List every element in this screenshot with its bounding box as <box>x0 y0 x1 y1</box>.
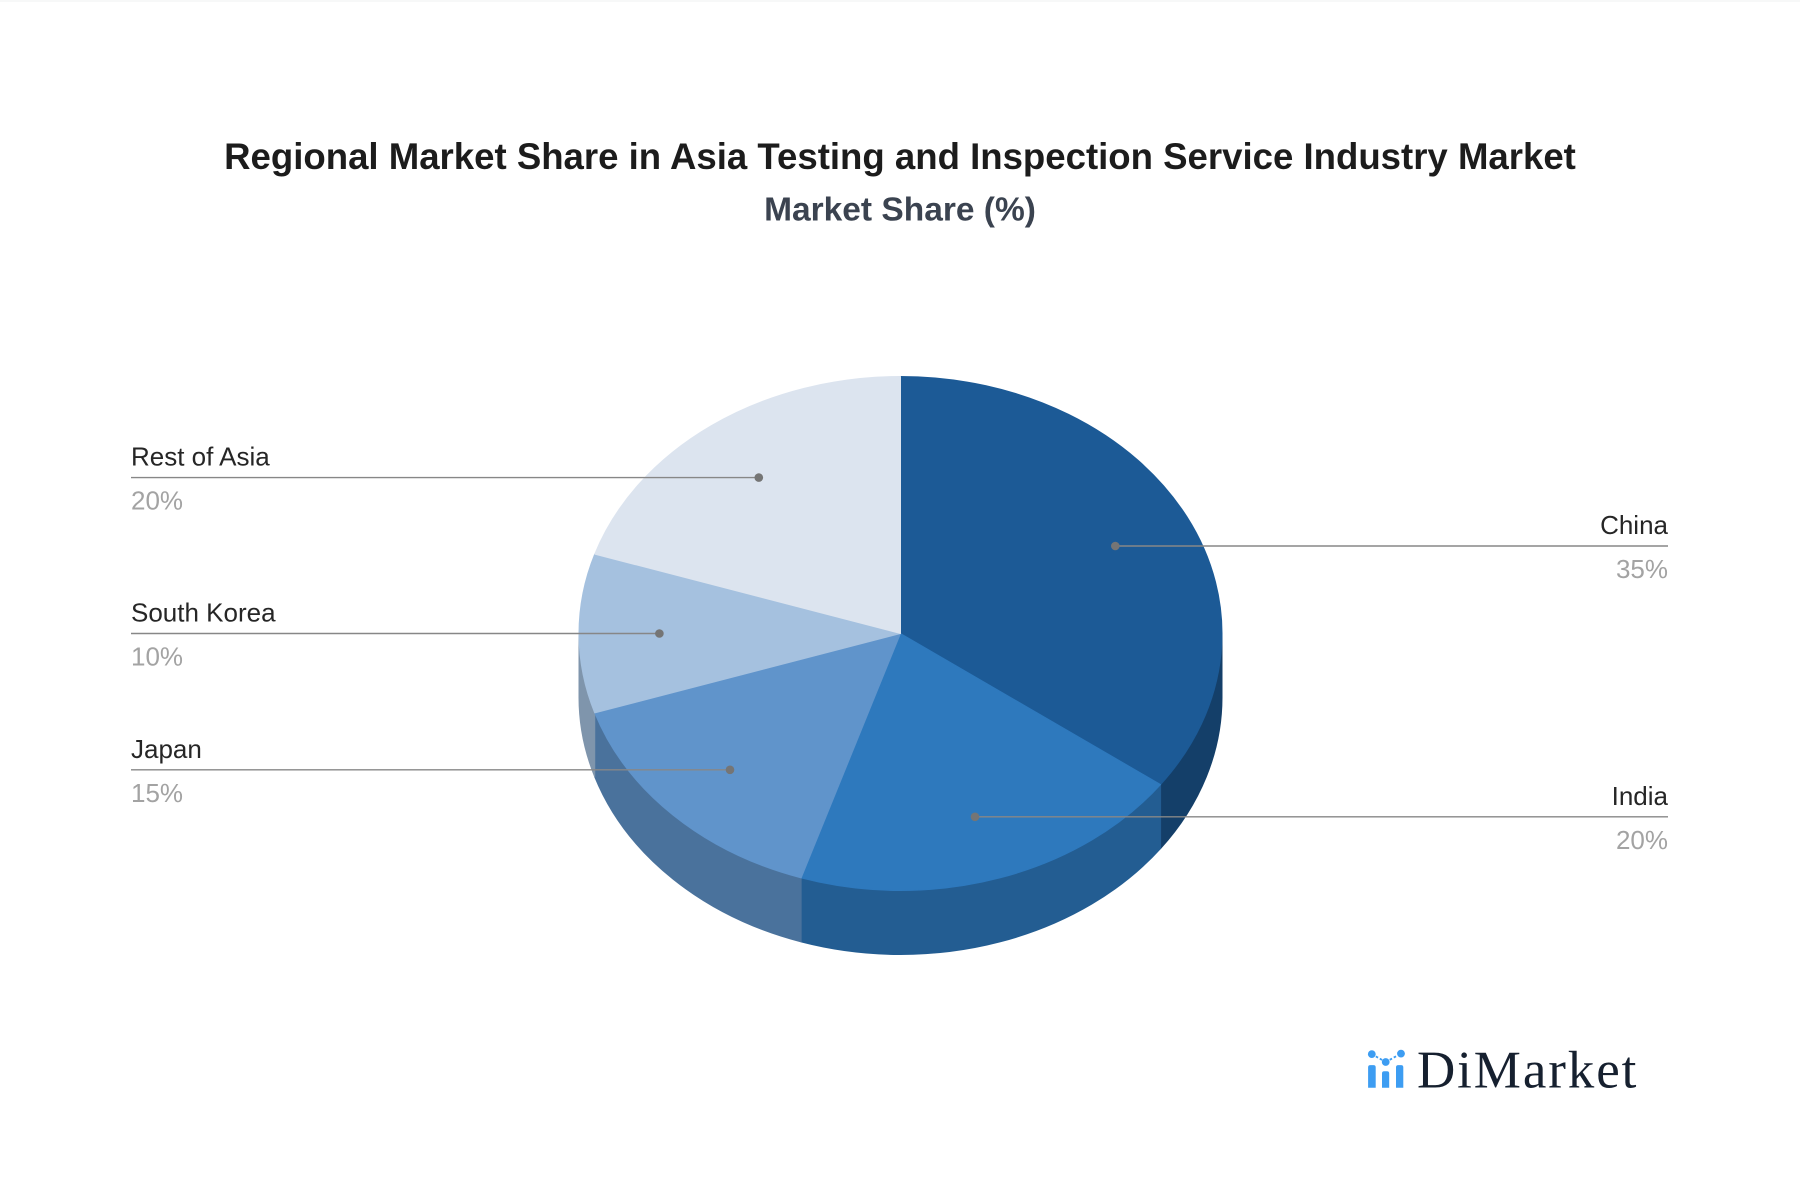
svg-text:Japan: Japan <box>131 734 202 764</box>
svg-text:DiMarket: DiMarket <box>1417 1042 1638 1100</box>
svg-text:South Korea: South Korea <box>131 598 276 628</box>
svg-text:20%: 20% <box>1616 825 1668 855</box>
svg-text:Rest of Asia: Rest of Asia <box>131 442 270 472</box>
svg-text:10%: 10% <box>131 642 183 672</box>
svg-text:India: India <box>1612 781 1669 811</box>
svg-text:China: China <box>1600 510 1668 540</box>
svg-text:15%: 15% <box>131 778 183 808</box>
svg-text:20%: 20% <box>131 486 183 516</box>
svg-text:Regional Market Share in Asia: Regional Market Share in Asia Testing an… <box>224 136 1576 177</box>
svg-text:35%: 35% <box>1616 554 1668 584</box>
svg-text:Market Share (%): Market Share (%) <box>764 192 1036 229</box>
